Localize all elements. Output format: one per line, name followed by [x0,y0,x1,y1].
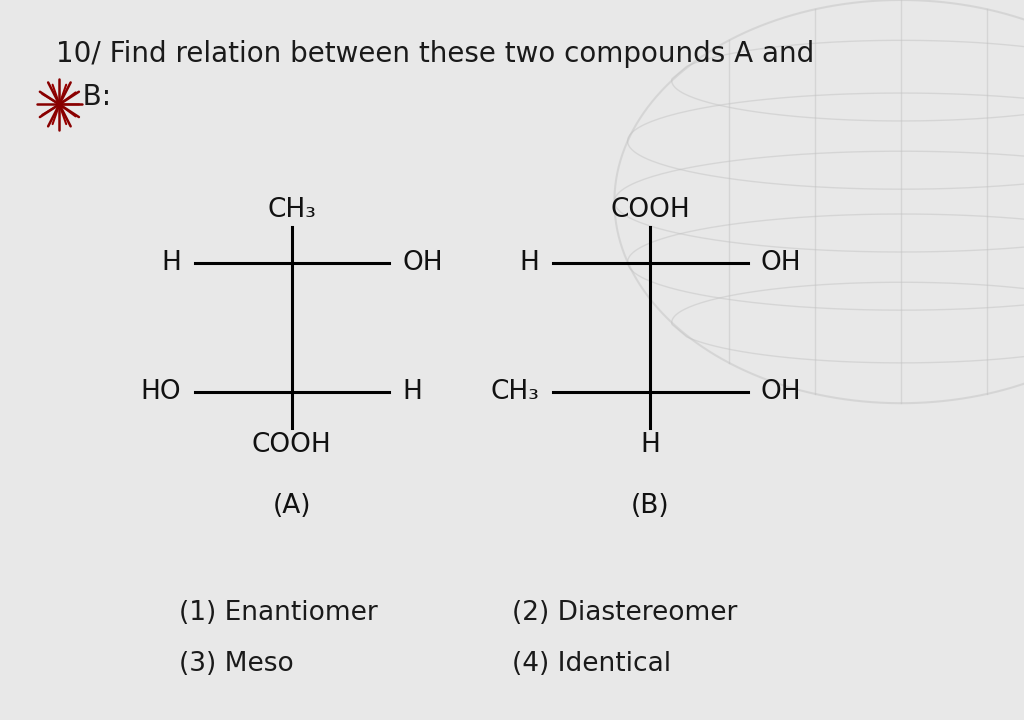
Text: CH₃: CH₃ [490,379,540,405]
Text: (3) Meso: (3) Meso [179,651,294,677]
Text: HO: HO [140,379,181,405]
Text: COOH: COOH [610,197,690,223]
Text: H: H [640,432,660,458]
Text: H: H [402,379,422,405]
Text: (A): (A) [272,493,311,519]
Text: (B): (B) [631,493,670,519]
Text: COOH: COOH [252,432,332,458]
Text: CH₃: CH₃ [267,197,316,223]
Text: 10/ Find relation between these two compounds A and: 10/ Find relation between these two comp… [56,40,814,68]
Text: (2) Diastereomer: (2) Diastereomer [512,600,737,626]
Text: OH: OH [402,250,443,276]
Text: H: H [520,250,540,276]
Text: OH: OH [761,250,802,276]
Text: OH: OH [761,379,802,405]
Text: (1) Enantiomer: (1) Enantiomer [179,600,378,626]
Text: B:: B: [56,83,112,111]
Text: (4) Identical: (4) Identical [512,651,671,677]
Text: H: H [162,250,181,276]
